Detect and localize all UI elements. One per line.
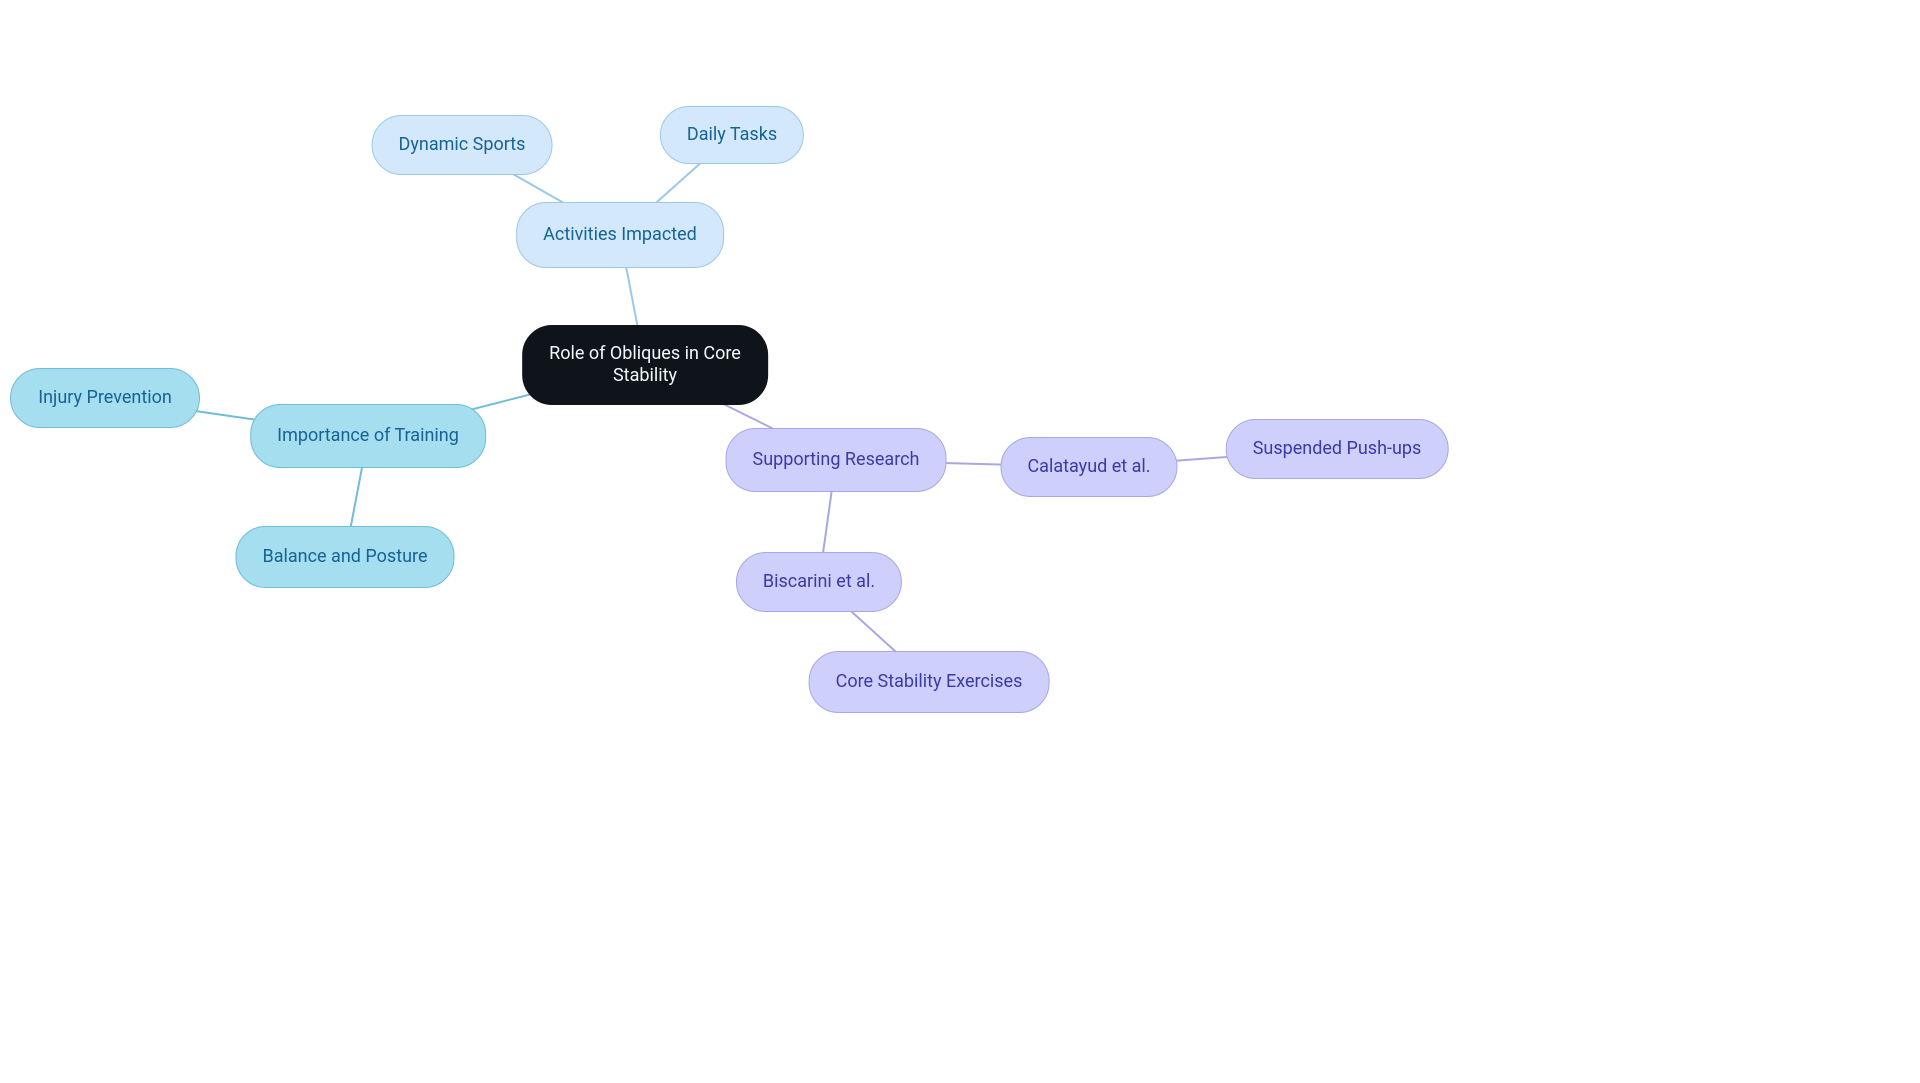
diagram-canvas: Role of Obliques in Core Stability Activi… — [0, 0, 1920, 1083]
node-daily: Daily Tasks — [660, 106, 804, 164]
node-label: Daily Tasks — [687, 124, 777, 147]
node-importance: Importance of Training — [250, 404, 486, 468]
node-coreex: Core Stability Exercises — [809, 651, 1050, 713]
node-label: Dynamic Sports — [399, 134, 526, 157]
node-balance: Balance and Posture — [236, 526, 455, 588]
node-label: Core Stability Exercises — [836, 671, 1023, 694]
node-root: Role of Obliques in Core Stability — [522, 325, 768, 405]
node-research: Supporting Research — [726, 428, 947, 492]
node-label: Suspended Push-ups — [1253, 438, 1422, 461]
node-label: Activities Impacted — [543, 224, 697, 247]
node-biscarini: Biscarini et al. — [736, 552, 902, 612]
node-label: Injury Prevention — [38, 387, 172, 410]
node-label: Supporting Research — [753, 449, 920, 472]
node-label: Role of Obliques in Core Stability — [549, 343, 741, 388]
node-label: Importance of Training — [277, 425, 459, 448]
node-label: Biscarini et al. — [763, 571, 875, 594]
node-activities: Activities Impacted — [516, 202, 724, 268]
node-label: Calatayud et al. — [1027, 456, 1150, 479]
node-label: Balance and Posture — [263, 546, 428, 569]
node-injury: Injury Prevention — [10, 368, 200, 428]
node-dynamic: Dynamic Sports — [372, 115, 553, 175]
node-calatayud: Calatayud et al. — [1000, 437, 1177, 497]
node-suspended: Suspended Push-ups — [1226, 419, 1449, 479]
